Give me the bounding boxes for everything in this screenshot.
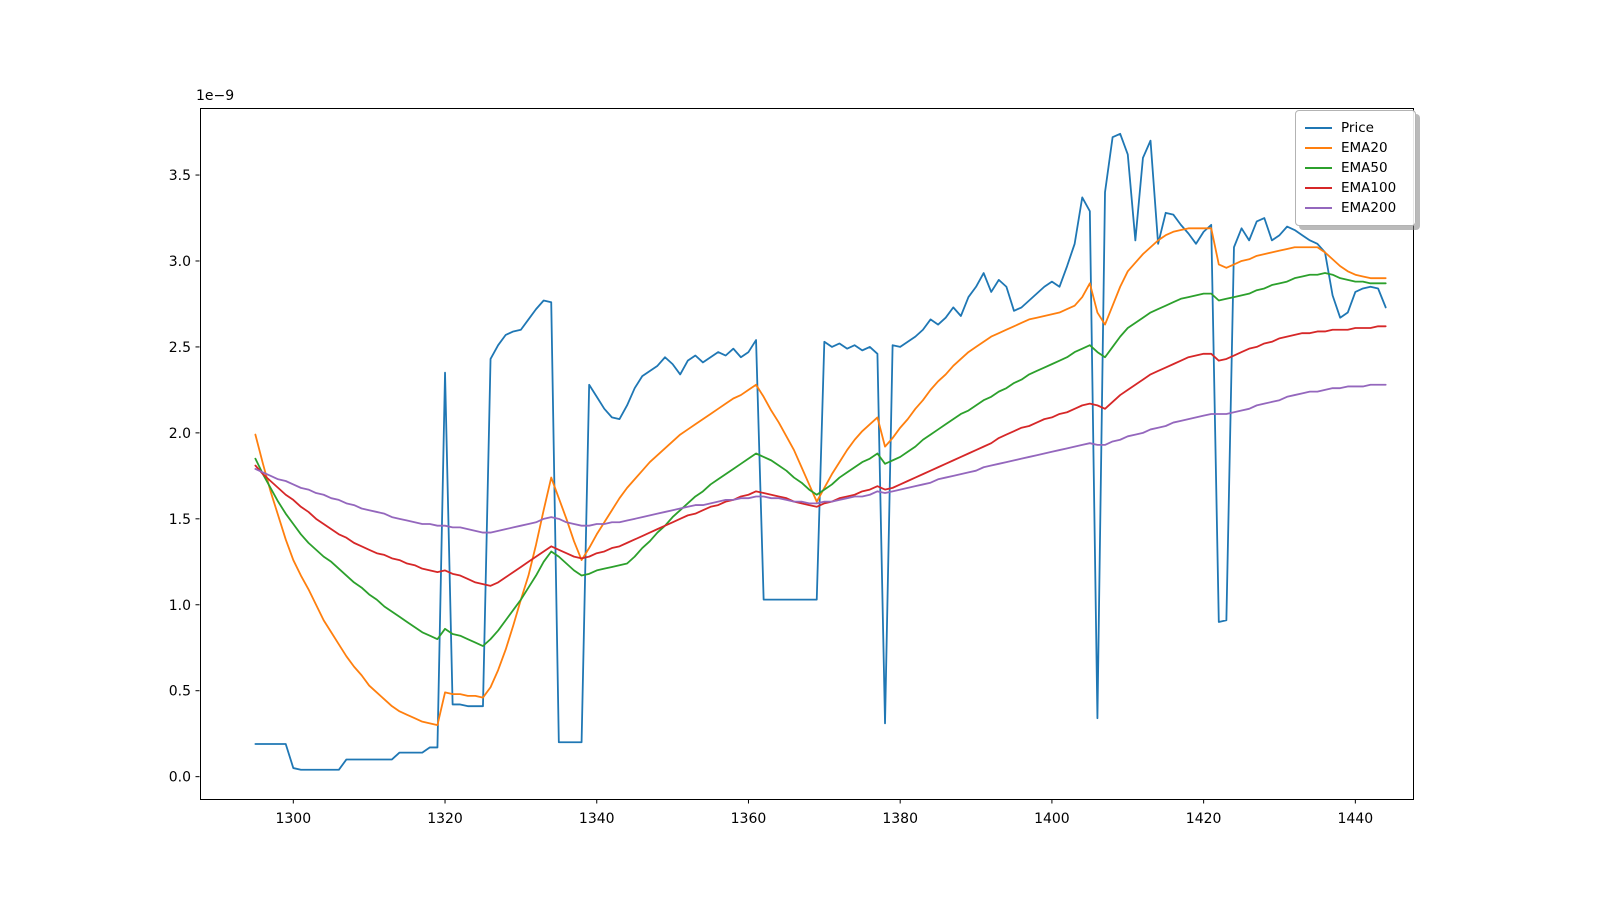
legend-label-ema100: EMA100 xyxy=(1341,180,1397,196)
x-tick-label: 1360 xyxy=(731,811,767,827)
series-line-price xyxy=(254,132,1387,771)
legend-label-price: Price xyxy=(1341,120,1374,136)
price-line-swatch xyxy=(1305,127,1332,129)
series-line-ema50 xyxy=(254,272,1387,647)
x-tick-label: 1380 xyxy=(882,811,918,827)
axes-layer: 1300 1320 1340 1360 1380 1400 1420 1440 0.0 0.5 1.… xyxy=(169,108,1414,827)
ema100-line-swatch xyxy=(1305,187,1332,189)
series-layer xyxy=(254,132,1387,771)
legend-item-ema100: EMA100 xyxy=(1305,178,1405,198)
legend-label-ema20: EMA20 xyxy=(1341,140,1388,156)
x-tick-label: 1440 xyxy=(1338,811,1374,827)
series-line-ema20 xyxy=(254,227,1387,726)
y-tick-label: 3.5 xyxy=(169,168,191,184)
y-tick-label: 0.5 xyxy=(169,684,191,700)
legend-item-ema50: EMA50 xyxy=(1305,158,1405,178)
ema200-line-swatch xyxy=(1305,207,1332,209)
legend-label-ema200: EMA200 xyxy=(1341,200,1397,216)
series-line-ema100 xyxy=(254,325,1387,587)
axes-spines xyxy=(200,108,1414,800)
ema50-line-swatch xyxy=(1305,167,1332,169)
y-tick-label: 0.0 xyxy=(169,770,191,786)
y-axis-offset-label: 1e−9 xyxy=(196,88,234,104)
legend-item-ema20: EMA20 xyxy=(1305,138,1405,158)
x-tick-label: 1340 xyxy=(579,811,615,827)
ema20-line-swatch xyxy=(1305,147,1332,149)
legend: Price EMA20 EMA50 EMA100 EMA200 xyxy=(1295,110,1416,226)
x-tick-label: 1420 xyxy=(1186,811,1222,827)
legend-item-ema200: EMA200 xyxy=(1305,198,1405,218)
x-tick-label: 1300 xyxy=(275,811,311,827)
series-line-ema200 xyxy=(254,383,1387,534)
y-tick-label: 3.0 xyxy=(169,254,191,270)
x-tick-label: 1400 xyxy=(1034,811,1070,827)
legend-item-price: Price xyxy=(1305,118,1405,138)
y-tick-label: 2.5 xyxy=(169,340,191,356)
y-tick-label: 1.5 xyxy=(169,512,191,528)
y-tick-label: 1.0 xyxy=(169,598,191,614)
y-tick-label: 2.0 xyxy=(169,426,191,442)
x-tick-label: 1320 xyxy=(427,811,463,827)
legend-label-ema50: EMA50 xyxy=(1341,160,1388,176)
